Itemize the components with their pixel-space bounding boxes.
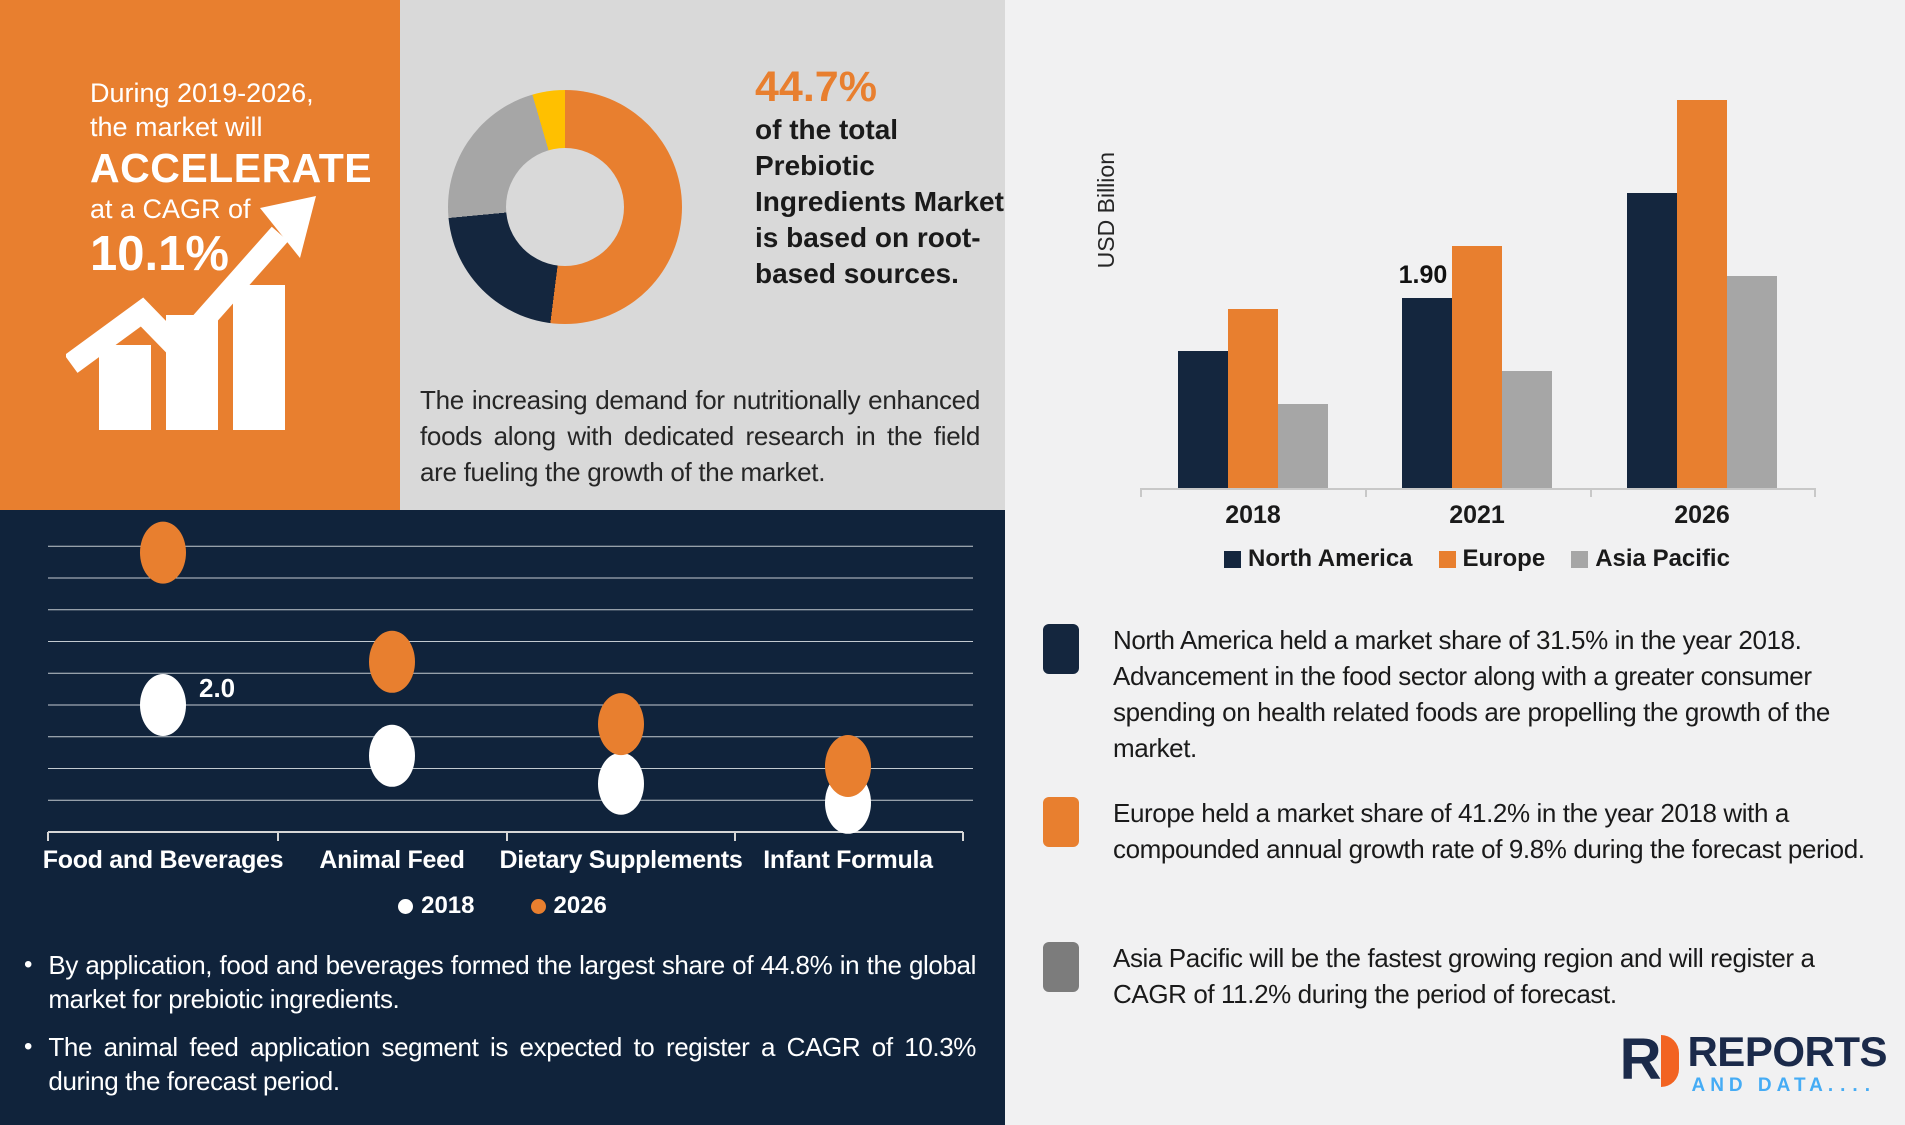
dot-2018-dietary-supplements [598,752,644,815]
source-donut [448,90,682,324]
regional-panel: USD Billion 2018 2021 2026 1.90 North Ameri… [1005,0,1905,1125]
bar-europe-2018 [1228,309,1278,488]
application-bullet-text: The animal feed application segment is e… [48,1032,976,1096]
bar-chart-y-axis-label: USD Billion [1093,152,1119,269]
asia-pacific-color-chip [1043,942,1079,992]
reports-and-data-logo: R REPORTS AND DATA.... [1619,1027,1888,1098]
legend-label: North America [1248,545,1413,572]
source-stat-line: Ingredients Market [755,186,1004,217]
source-panel: 44.7% of the total Prebiotic Ingredients… [400,0,1005,510]
accelerate-panel: During 2019-2026, the market will ACCELE… [0,0,400,510]
bar-data-label: 1.90 [1398,261,1448,289]
bullet-dot-icon: • [24,951,33,978]
logo-reports-text: REPORTS [1687,1028,1887,1075]
bar-europe-2021 [1452,246,1502,488]
bar-axis-category-label: 2018 [1225,501,1281,529]
dot-2026-dietary-supplements [598,693,644,756]
source-stat-line: Prebiotic [755,150,875,181]
application-bullet: • By application, food and beverages for… [24,948,976,1016]
dot-2026-animal-feed [369,630,415,693]
application-panel: 2.0 Food and Beverages Animal Feed Dietary… [0,510,1005,1125]
application-bullet: • The animal feed application segment is… [24,1030,976,1098]
bar-asia-pacific-2018 [1278,404,1328,488]
accelerate-intro-line2: the market will [90,112,263,142]
dot-legend-item-2018: 2018 [398,892,475,920]
logo-dots: .... [1827,1075,1877,1096]
dot-category-label-dietary-supplements: Dietary Supplements [499,846,743,874]
source-stat-line: of the total [755,114,899,145]
bar-chart-x-axis [1140,488,1816,490]
bar-axis-tick [1365,488,1367,497]
logo-d-shape-icon [1661,1035,1680,1087]
accelerate-emphasis: ACCELERATE [90,145,373,191]
source-stat-block: 44.7% of the total Prebiotic Ingredients… [755,62,1005,292]
regional-bar-legend: North America Europe Asia Pacific [1140,545,1814,573]
legend-label: Europe [1462,545,1546,572]
accelerate-text-block: During 2019-2026, the market will ACCELE… [90,76,372,282]
logo-and-data-text: AND DATA.... [1691,1074,1877,1098]
bar-axis-tick [1590,488,1592,497]
bar-europe-2026 [1677,100,1727,488]
logo-text: REPORTS AND DATA.... [1687,1030,1887,1098]
source-stat-line: based sources. [755,258,959,289]
growth-arrow-bars-icon [66,196,316,430]
region-bullet-text: Europe held a market share of 41.2% in t… [1113,798,1865,864]
logo-r-letter: R [1619,1027,1662,1092]
dot-2018-animal-feed [369,724,415,787]
europe-color-chip [1043,797,1079,847]
region-bullet-europe: Europe held a market share of 41.2% in t… [1043,795,1883,867]
logo-and-data-label: AND DATA [1691,1075,1828,1096]
legend-color-chip [1224,550,1242,568]
dot-category-label-animal-feed: Animal Feed [319,846,465,874]
legend-label: Asia Pacific [1595,545,1730,572]
accelerate-cagr-value: 10.1% [90,227,229,281]
region-bullet-text: North America held a market share of 31.… [1113,625,1830,763]
regional-bar-chart: 2018 2021 2026 1.90 [1140,95,1816,529]
legend-color-chip [1438,550,1456,568]
application-bullet-list: • By application, food and beverages for… [24,948,976,1112]
dot-legend-color-chip [530,898,546,914]
bar-asia-pacific-2021 [1502,371,1552,488]
application-dot-chart: 2.0 [47,521,973,841]
dot-legend-item-2026: 2026 [530,892,607,920]
application-dot-legend: 2018 2026 [0,892,1005,920]
accelerate-intro-line1: During 2019-2026, [90,78,314,108]
bar-north-america-2026 [1627,193,1677,488]
north-america-color-chip [1043,624,1079,674]
legend-item-north-america: North America [1224,545,1413,573]
bar-axis-tick [1140,488,1142,497]
dot-data-label: 2.0 [199,673,235,703]
bar-axis-tick [1814,488,1816,497]
bar-north-america-2018 [1178,351,1228,488]
accelerate-cagr-prefix: at a CAGR of [90,194,251,224]
legend-item-asia-pacific: Asia Pacific [1571,545,1730,573]
dot-legend-label: 2026 [553,892,607,919]
dot-legend-color-chip [398,898,414,914]
bar-north-america-2021 [1402,298,1452,488]
bar-asia-pacific-2026 [1727,276,1777,488]
source-stat-line: is based on root- [755,222,981,253]
logo-mark-icon: R [1619,1027,1680,1092]
bar-axis-category-label: 2021 [1449,501,1505,529]
legend-color-chip [1571,550,1589,568]
region-bullet-asia-pacific: Asia Pacific will be the fastest growing… [1043,940,1883,1012]
dot-legend-label: 2018 [421,892,475,919]
application-bullet-text: By application, food and beverages forme… [48,950,976,1014]
region-bullet-north-america: North America held a market share of 31.… [1043,622,1883,766]
dot-2026-infant-formula [825,735,871,797]
source-stat-value: 44.7% [755,63,877,111]
dot-2018-food-and-beverages [140,674,186,736]
legend-item-europe: Europe [1438,545,1546,573]
region-bullet-text: Asia Pacific will be the fastest growing… [1113,943,1815,1009]
dot-2026-food-and-beverages [140,521,186,584]
bullet-dot-icon: • [24,1033,33,1060]
bar-axis-category-label: 2026 [1674,501,1730,529]
market-growth-paragraph: The increasing demand for nutritionally … [420,385,980,487]
dot-category-label-infant-formula: Infant Formula [763,846,933,874]
dot-category-label-food-and-beverages: Food and Beverages [42,846,284,874]
